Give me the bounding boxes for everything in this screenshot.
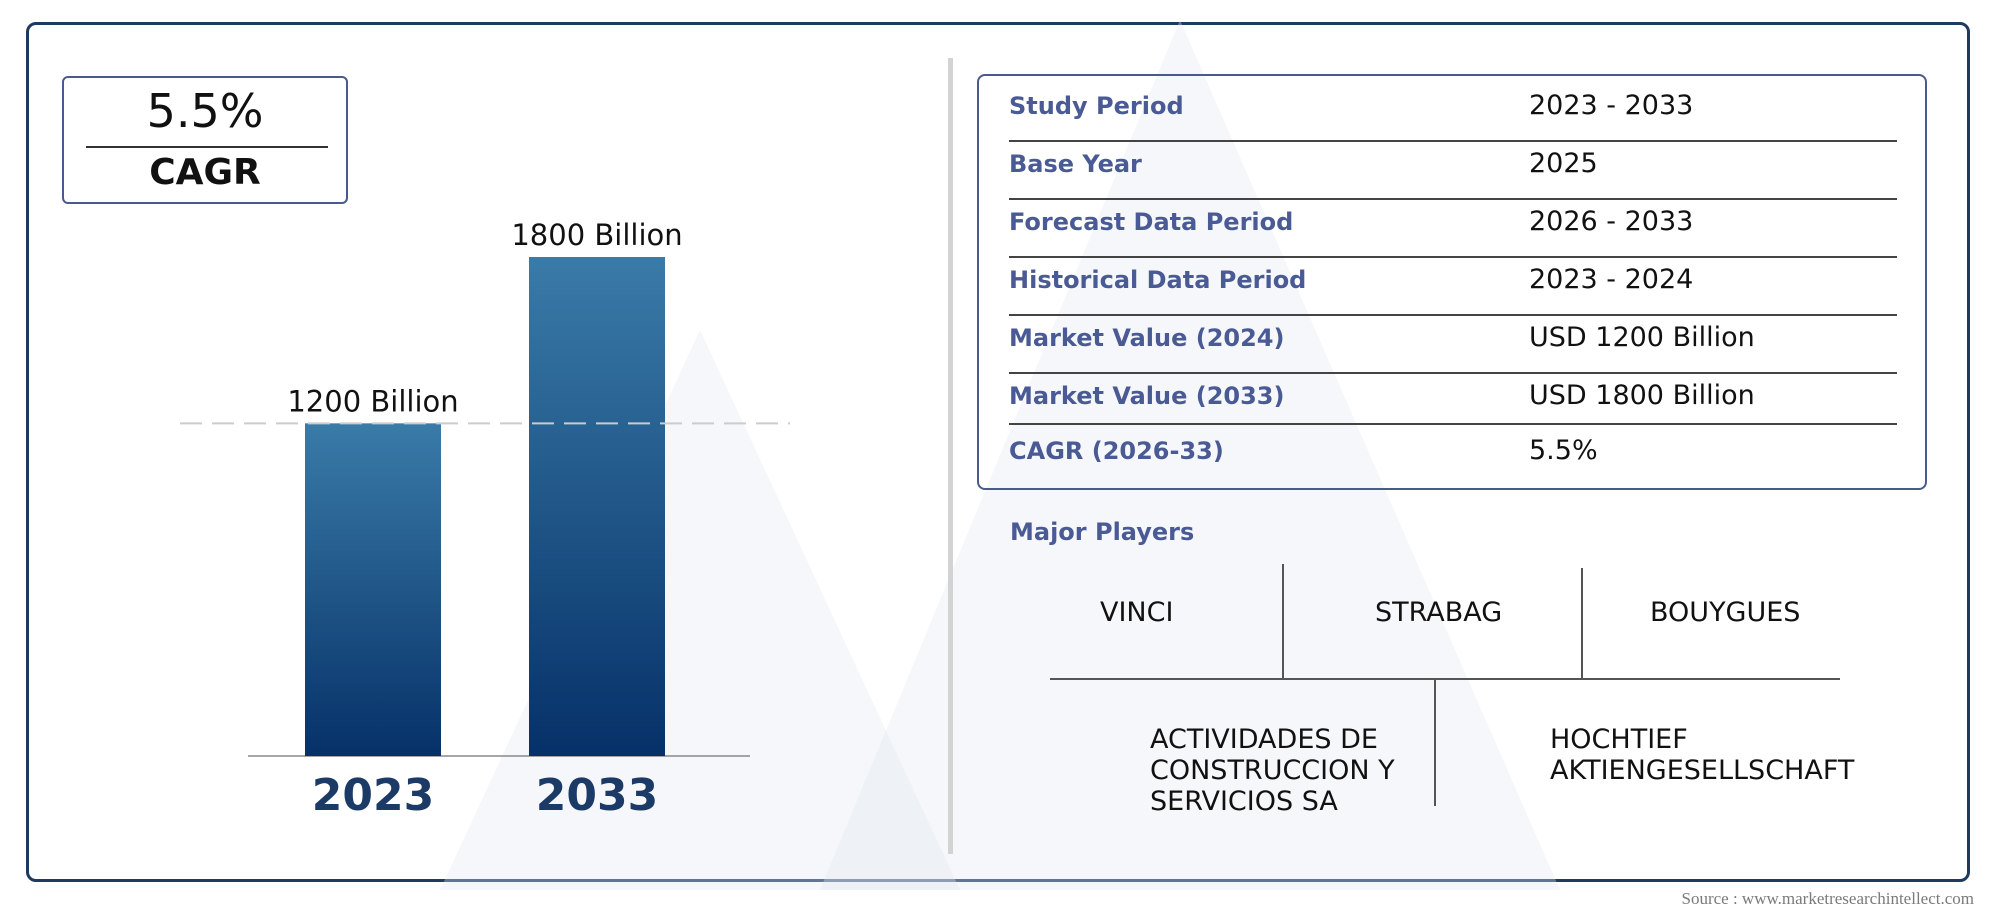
infographic-frame (26, 22, 1970, 882)
bar-chart: 1200 Billion 2023 1800 Billion 2033 (180, 218, 790, 821)
player-name: VINCI (1100, 597, 1174, 628)
bar-2033 (529, 257, 665, 756)
player-divider (1434, 678, 1436, 806)
bar-data-label: 1800 Billion (511, 218, 682, 252)
player-name-line: AKTIENGESELLSCHAFT (1550, 755, 1855, 786)
info-row-separator (1009, 423, 1897, 425)
cagr-badge: 5.5% CAGR (62, 76, 348, 204)
info-value: USD 1800 Billion (1529, 380, 1755, 411)
cagr-separator (86, 146, 328, 148)
player-name: STRABAG (1375, 597, 1503, 628)
info-label: Market Value (2033) (1009, 382, 1285, 410)
info-label: Study Period (1009, 92, 1184, 120)
info-row-separator (1009, 372, 1897, 374)
info-value: 2023 - 2033 (1529, 90, 1694, 121)
info-label: CAGR (2026-33) (1009, 437, 1224, 465)
market-info-table (977, 74, 1927, 490)
player-divider (1282, 564, 1284, 678)
bar-2023 (305, 423, 441, 756)
player-name: HOCHTIEF AKTIENGESELLSCHAFT (1550, 724, 1854, 786)
bar-data-label: 1200 Billion (287, 384, 458, 418)
info-label: Forecast Data Period (1009, 208, 1294, 236)
info-label: Historical Data Period (1009, 266, 1307, 294)
x-tick-label: 2033 (536, 770, 658, 821)
player-name: ACTIVIDADES DE CONSTRUCCION Y SERVICIOS … (1150, 724, 1395, 817)
info-row-separator (1009, 198, 1897, 200)
player-name: BOUYGUES (1650, 597, 1801, 628)
info-row-separator (1009, 140, 1897, 142)
info-label: Market Value (2024) (1009, 324, 1285, 352)
player-name-line: ACTIVIDADES DE (1150, 724, 1378, 755)
info-value: 2026 - 2033 (1529, 206, 1694, 237)
info-value: 5.5% (1529, 435, 1598, 466)
info-value: 2025 (1529, 148, 1598, 179)
info-value: 2023 - 2024 (1529, 264, 1694, 295)
player-row-divider (1050, 678, 1840, 680)
panel-divider (948, 58, 953, 854)
player-name-line: SERVICIOS SA (1150, 786, 1338, 817)
info-label: Base Year (1009, 150, 1142, 178)
major-players-title: Major Players (1010, 518, 1195, 546)
info-row-separator (1009, 314, 1897, 316)
player-name-line: HOCHTIEF (1550, 724, 1688, 755)
source-credit: Source : www.marketresearchintellect.com (1681, 889, 1975, 908)
info-value: USD 1200 Billion (1529, 322, 1755, 353)
x-tick-label: 2023 (312, 770, 434, 821)
player-divider (1581, 568, 1583, 678)
cagr-label: CAGR (149, 152, 261, 193)
cagr-value: 5.5% (146, 84, 264, 138)
info-row-separator (1009, 256, 1897, 258)
player-name-line: CONSTRUCCION Y (1150, 755, 1395, 786)
